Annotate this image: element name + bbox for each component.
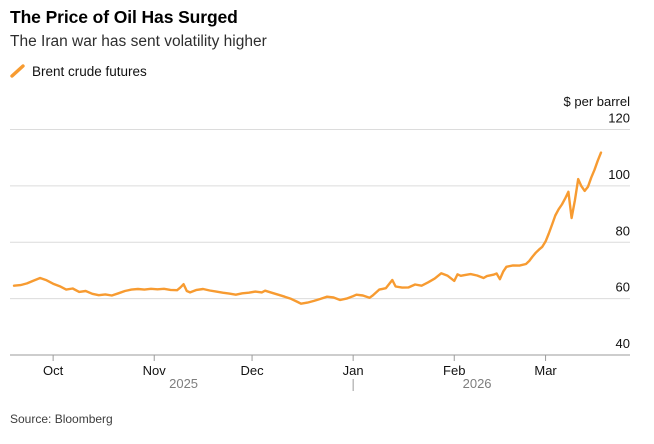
x-tick-label: Mar <box>534 363 557 378</box>
y-axis-unit-label: $ per barrel <box>563 94 630 109</box>
legend: Brent crude futures <box>10 64 147 79</box>
source-note: Source: Bloomberg <box>10 412 113 426</box>
y-tick-label: 60 <box>616 280 630 295</box>
y-tick-label: 80 <box>616 223 630 238</box>
x-tick-label: Dec <box>240 363 264 378</box>
line-series-icon <box>10 64 25 78</box>
price-line <box>12 151 603 305</box>
year-label: 2026 <box>463 376 492 391</box>
legend-label: Brent crude futures <box>32 64 147 79</box>
year-label: 2025 <box>169 376 198 391</box>
x-tick-label: Feb <box>443 363 465 378</box>
y-tick-label: 100 <box>608 167 630 182</box>
x-tick-label: Jan <box>343 363 364 378</box>
x-tick-label: Nov <box>143 363 167 378</box>
y-tick-label: 120 <box>608 111 630 126</box>
chart-subtitle: The Iran war has sent volatility higher <box>10 33 267 50</box>
y-tick-label: 40 <box>616 336 630 351</box>
chart-title: The Price of Oil Has Surged <box>10 7 238 27</box>
x-tick-label: Oct <box>43 363 64 378</box>
